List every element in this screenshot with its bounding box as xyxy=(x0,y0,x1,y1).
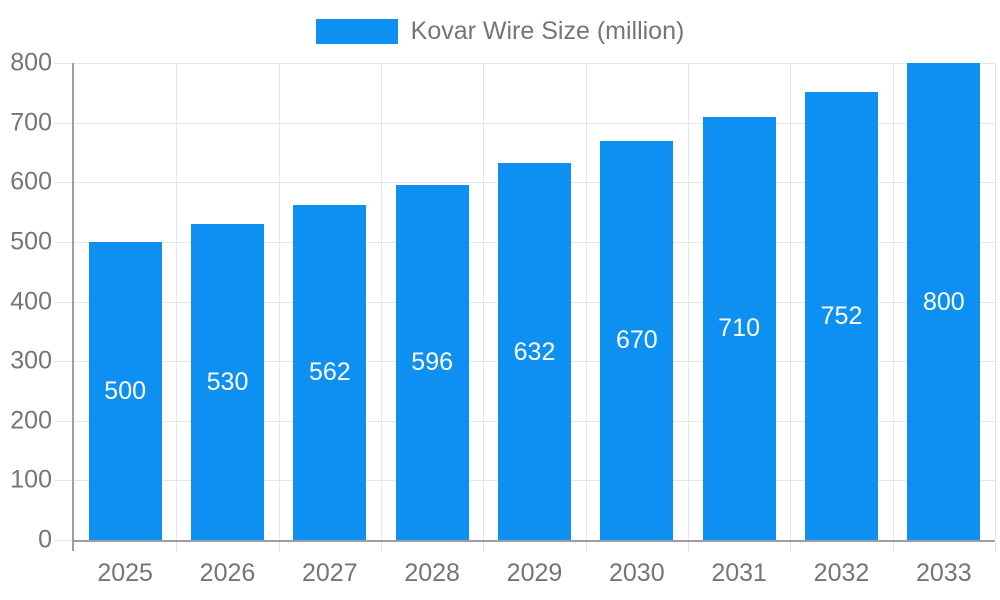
y-axis-tick xyxy=(54,540,72,541)
x-axis-tick xyxy=(585,542,587,552)
x-axis-tick-label: 2025 xyxy=(97,559,153,587)
y-axis-tick xyxy=(54,480,72,482)
y-axis-tick xyxy=(54,122,72,124)
x-axis-tick-label: 2028 xyxy=(404,559,460,587)
y-axis-tick xyxy=(54,241,72,243)
x-axis-tick-label: 2026 xyxy=(199,559,256,587)
bar[interactable]: 670 xyxy=(600,140,674,540)
x-gridline xyxy=(995,63,996,540)
bar-text: 500 xyxy=(104,376,147,405)
y-gridline xyxy=(74,122,995,124)
bar-text: 596 xyxy=(411,348,454,377)
x-axis-tick-label: 2027 xyxy=(302,559,358,587)
x-axis-line xyxy=(74,540,995,542)
bar[interactable]: 632 xyxy=(498,163,571,540)
bar[interactable]: 800 xyxy=(907,63,981,540)
y-axis-tick-label: 400 xyxy=(10,287,52,315)
y-axis-tick-label: 100 xyxy=(10,465,52,494)
x-axis-tick-label: 2031 xyxy=(711,559,767,587)
y-axis-line xyxy=(72,63,74,551)
y-gridline xyxy=(74,63,995,64)
y-axis-tick-label: 200 xyxy=(10,406,52,435)
bar[interactable]: 752 xyxy=(805,91,878,540)
x-axis-tick-label: 2029 xyxy=(506,559,563,587)
x-axis-tick xyxy=(995,542,996,552)
bar-text: 670 xyxy=(615,326,658,355)
y-axis-tick xyxy=(54,182,72,184)
x-axis-tick xyxy=(688,542,689,552)
plot-area: 0 100 200 300 400 500 600 700 800 500 2025 530 2026 5… xyxy=(10,50,996,587)
legend-label: Kovar Wire Size (million) xyxy=(410,17,685,45)
y-axis-tick-label: 300 xyxy=(10,346,52,375)
bar-text: 562 xyxy=(308,358,351,387)
x-axis-tick xyxy=(176,542,178,552)
y-axis-tick-label: 800 xyxy=(10,48,52,77)
y-axis-tick xyxy=(54,420,72,422)
x-axis-tick-label: 2033 xyxy=(916,559,972,587)
y-axis-tick-label: 500 xyxy=(10,227,52,256)
legend-swatch-icon xyxy=(315,18,398,44)
legend-item[interactable]: Kovar Wire Size (million) xyxy=(315,17,685,45)
x-axis-tick xyxy=(381,542,382,552)
y-axis-tick-label: 0 xyxy=(38,525,52,554)
x-axis-tick-label: 2032 xyxy=(813,559,870,587)
y-axis-tick xyxy=(54,301,72,303)
chart-legend: Kovar Wire Size (million) xyxy=(0,17,1000,45)
y-axis-tick xyxy=(54,361,72,363)
bar-text: 800 xyxy=(922,287,965,316)
x-gridline xyxy=(688,63,689,540)
bar[interactable]: 530 xyxy=(191,223,264,540)
x-axis-tick xyxy=(483,542,485,552)
x-axis-tick xyxy=(790,542,792,552)
y-axis-tick xyxy=(54,63,72,64)
bar-text: 530 xyxy=(206,367,249,396)
x-axis-tick-label: 2030 xyxy=(609,559,665,587)
bar-text: 752 xyxy=(820,301,863,330)
bar-text: 632 xyxy=(513,337,556,366)
bar[interactable]: 710 xyxy=(702,116,776,540)
x-axis-tick xyxy=(892,542,894,552)
y-axis-tick-label: 600 xyxy=(10,167,52,196)
x-gridline xyxy=(892,63,894,540)
y-axis-tick-label: 700 xyxy=(10,108,52,137)
bar[interactable]: 596 xyxy=(395,184,469,540)
x-gridline xyxy=(381,63,382,540)
x-gridline xyxy=(483,63,485,540)
x-axis-tick xyxy=(278,542,280,552)
x-gridline xyxy=(585,63,587,540)
bar-text: 710 xyxy=(718,314,761,343)
x-gridline xyxy=(278,63,280,540)
x-gridline xyxy=(176,63,178,540)
bar[interactable]: 562 xyxy=(293,204,367,540)
x-gridline xyxy=(790,63,792,540)
bar[interactable]: 500 xyxy=(88,241,162,540)
